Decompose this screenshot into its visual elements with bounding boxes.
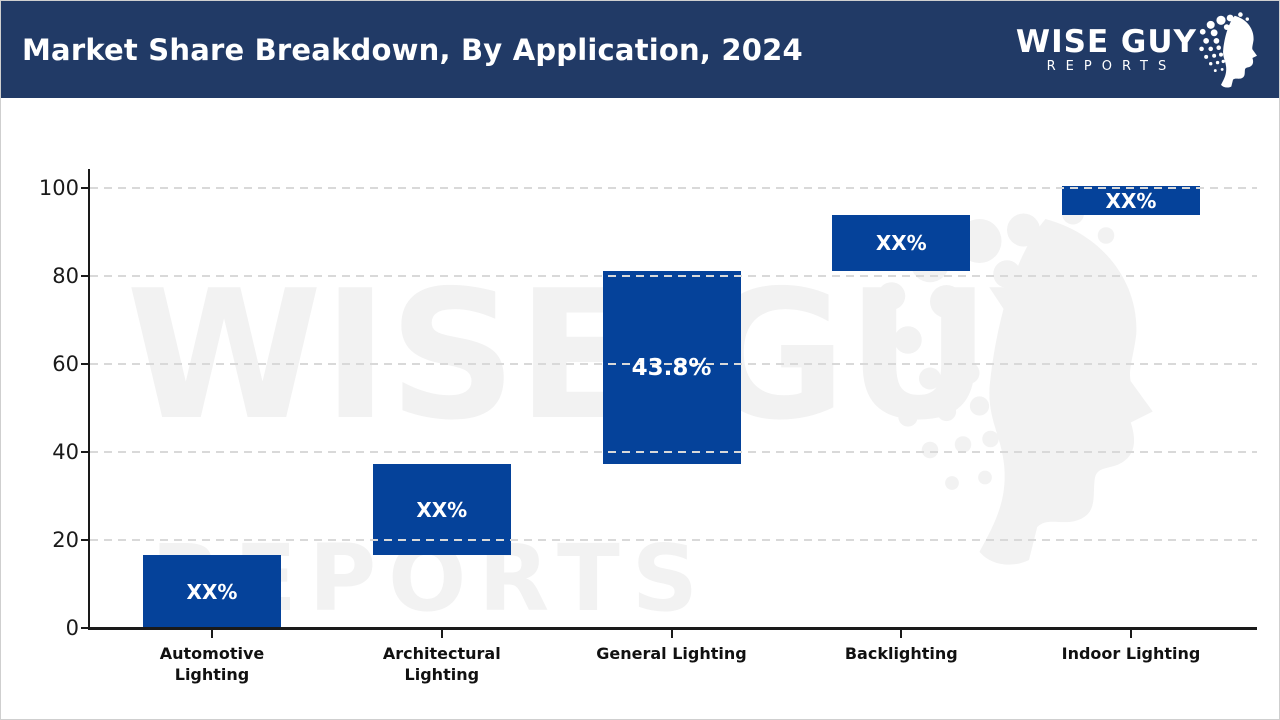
- bar-value-label: XX%: [416, 497, 468, 522]
- y-tick-mark: [81, 627, 89, 629]
- bar: [832, 214, 971, 272]
- x-tick-mark: [440, 630, 443, 638]
- y-tick-mark: [81, 275, 89, 277]
- grid-line: [90, 451, 1257, 453]
- page-title: Market Share Breakdown, By Application, …: [22, 32, 803, 67]
- bar: [1062, 186, 1200, 215]
- x-axis-line: [88, 627, 1257, 630]
- header: Market Share Breakdown, By Application, …: [1, 1, 1279, 98]
- x-tick-mark: [1130, 630, 1132, 638]
- y-tick-label: 0: [65, 616, 79, 640]
- x-tick-mark: [900, 630, 903, 638]
- bar: [143, 555, 281, 628]
- y-tick-label: 100: [38, 176, 79, 200]
- brand-logo-text: WISE GUY REPORTS: [1016, 25, 1197, 75]
- bar-value-label: 43.8%: [631, 354, 712, 381]
- y-tick-label: 20: [52, 528, 79, 552]
- brand-logo: WISE GUY REPORTS: [1016, 7, 1265, 93]
- y-tick-label: 80: [52, 264, 79, 288]
- y-tick-mark: [81, 363, 89, 365]
- bar-value-label: XX%: [875, 231, 927, 255]
- x-tick-mark: [670, 630, 673, 638]
- x-category-label: Backlighting: [844, 644, 958, 663]
- logo-wordmark: WISE GUY: [1015, 24, 1197, 60]
- y-tick-mark: [81, 451, 89, 453]
- y-tick-label: 60: [52, 352, 79, 376]
- y-tick-mark: [81, 187, 89, 189]
- x-category-label: Indoor Lighting: [1061, 644, 1201, 663]
- logo-subtext: REPORTS: [1046, 59, 1177, 74]
- grid-line: [90, 539, 1257, 541]
- y-tick-mark: [81, 539, 89, 541]
- bar: [602, 271, 741, 464]
- x-category-label: Architectural Lighting: [382, 644, 501, 684]
- grid-line: [90, 187, 1257, 189]
- x-tick-mark: [211, 630, 213, 638]
- y-tick-label: 40: [52, 440, 79, 464]
- x-category-label: Automotive Lighting: [159, 644, 265, 684]
- x-category-label: General Lighting: [596, 644, 747, 663]
- bar-value-label: XX%: [1105, 188, 1157, 213]
- grid-line: [90, 275, 1257, 277]
- bar-value-label: XX%: [186, 579, 238, 604]
- grid-line: [90, 363, 1257, 365]
- y-axis-line: [88, 169, 90, 630]
